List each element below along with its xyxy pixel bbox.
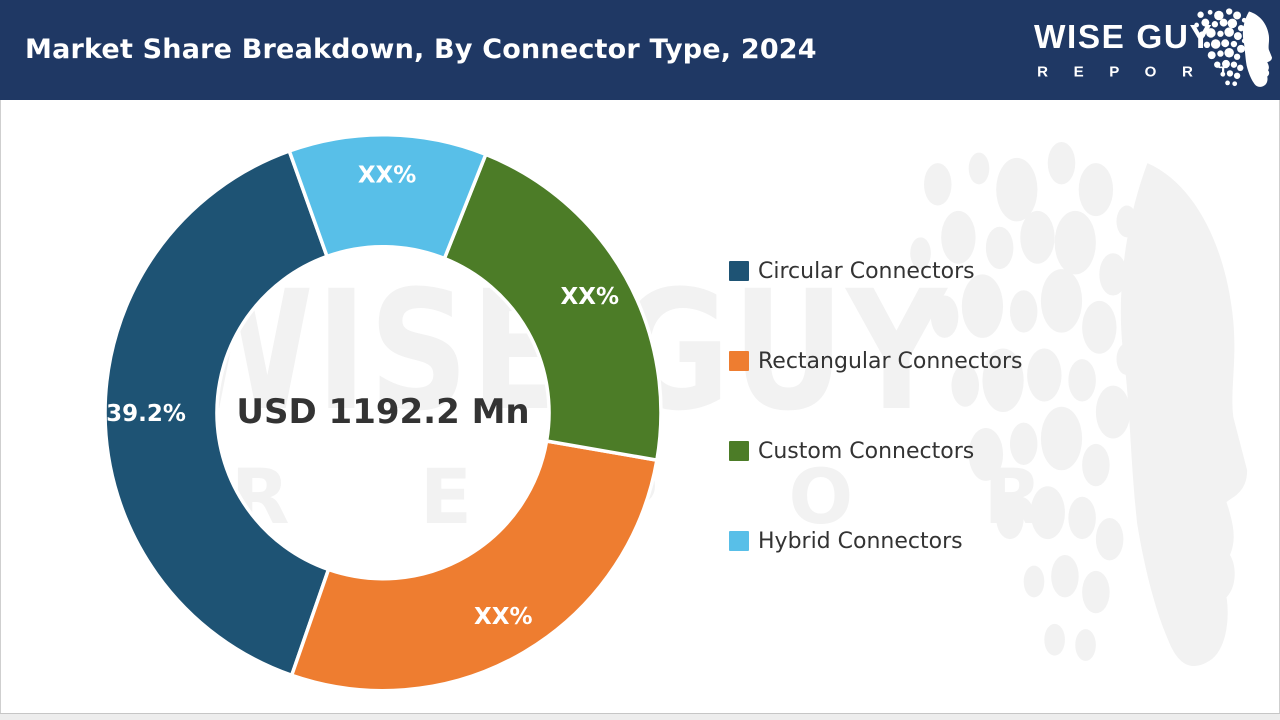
legend-swatch [729,351,749,371]
slice-percent-label: XX% [358,163,417,189]
slice-rectangular-connectors[interactable] [289,439,659,693]
logo-face-profile [1242,11,1272,87]
footer-strip [0,713,1280,720]
slice-percent-label: XX% [561,284,620,310]
legend-item-circular-connectors[interactable]: Circular Connectors [729,258,1022,284]
legend-label: Rectangular Connectors [758,348,1023,374]
chart-center-total: USD 1192.2 Mn [236,392,530,432]
legend-item-custom-connectors[interactable]: Custom Connectors [729,438,1022,464]
wise-guy-logo: WISE GUY R E P O R T S [1034,8,1272,87]
slice-circular-connectors[interactable] [103,149,331,678]
chart-canvas: WISE GUY R E P O R T S [0,100,1280,713]
slice-custom-connectors[interactable] [442,152,663,462]
legend-swatch [729,441,749,461]
logo-wordmark: WISE GUY [1034,19,1213,56]
slice-percent-label: XX% [474,604,533,630]
legend-label: Hybrid Connectors [758,528,963,554]
page-title: Market Share Breakdown, By Connector Typ… [25,34,817,65]
slice-hybrid-connectors[interactable] [287,132,488,261]
legend-swatch [729,261,749,281]
donut-chart: 39.2% XX% XX% XX% [103,132,663,693]
logo-subtitle: R E P O R T S [1037,64,1272,81]
legend-item-hybrid-connectors[interactable]: Hybrid Connectors [729,528,1022,554]
slice-percent-label: 39.2% [106,401,186,427]
legend-label: Circular Connectors [758,258,975,284]
legend-label: Custom Connectors [758,438,975,464]
header-bar: Market Share Breakdown, By Connector Typ… [0,0,1280,100]
chart-legend: Circular Connectors Rectangular Connector… [729,258,1022,618]
legend-item-rectangular-connectors[interactable]: Rectangular Connectors [729,348,1022,374]
logo-brain-dots [1194,8,1247,87]
legend-swatch [729,531,749,551]
